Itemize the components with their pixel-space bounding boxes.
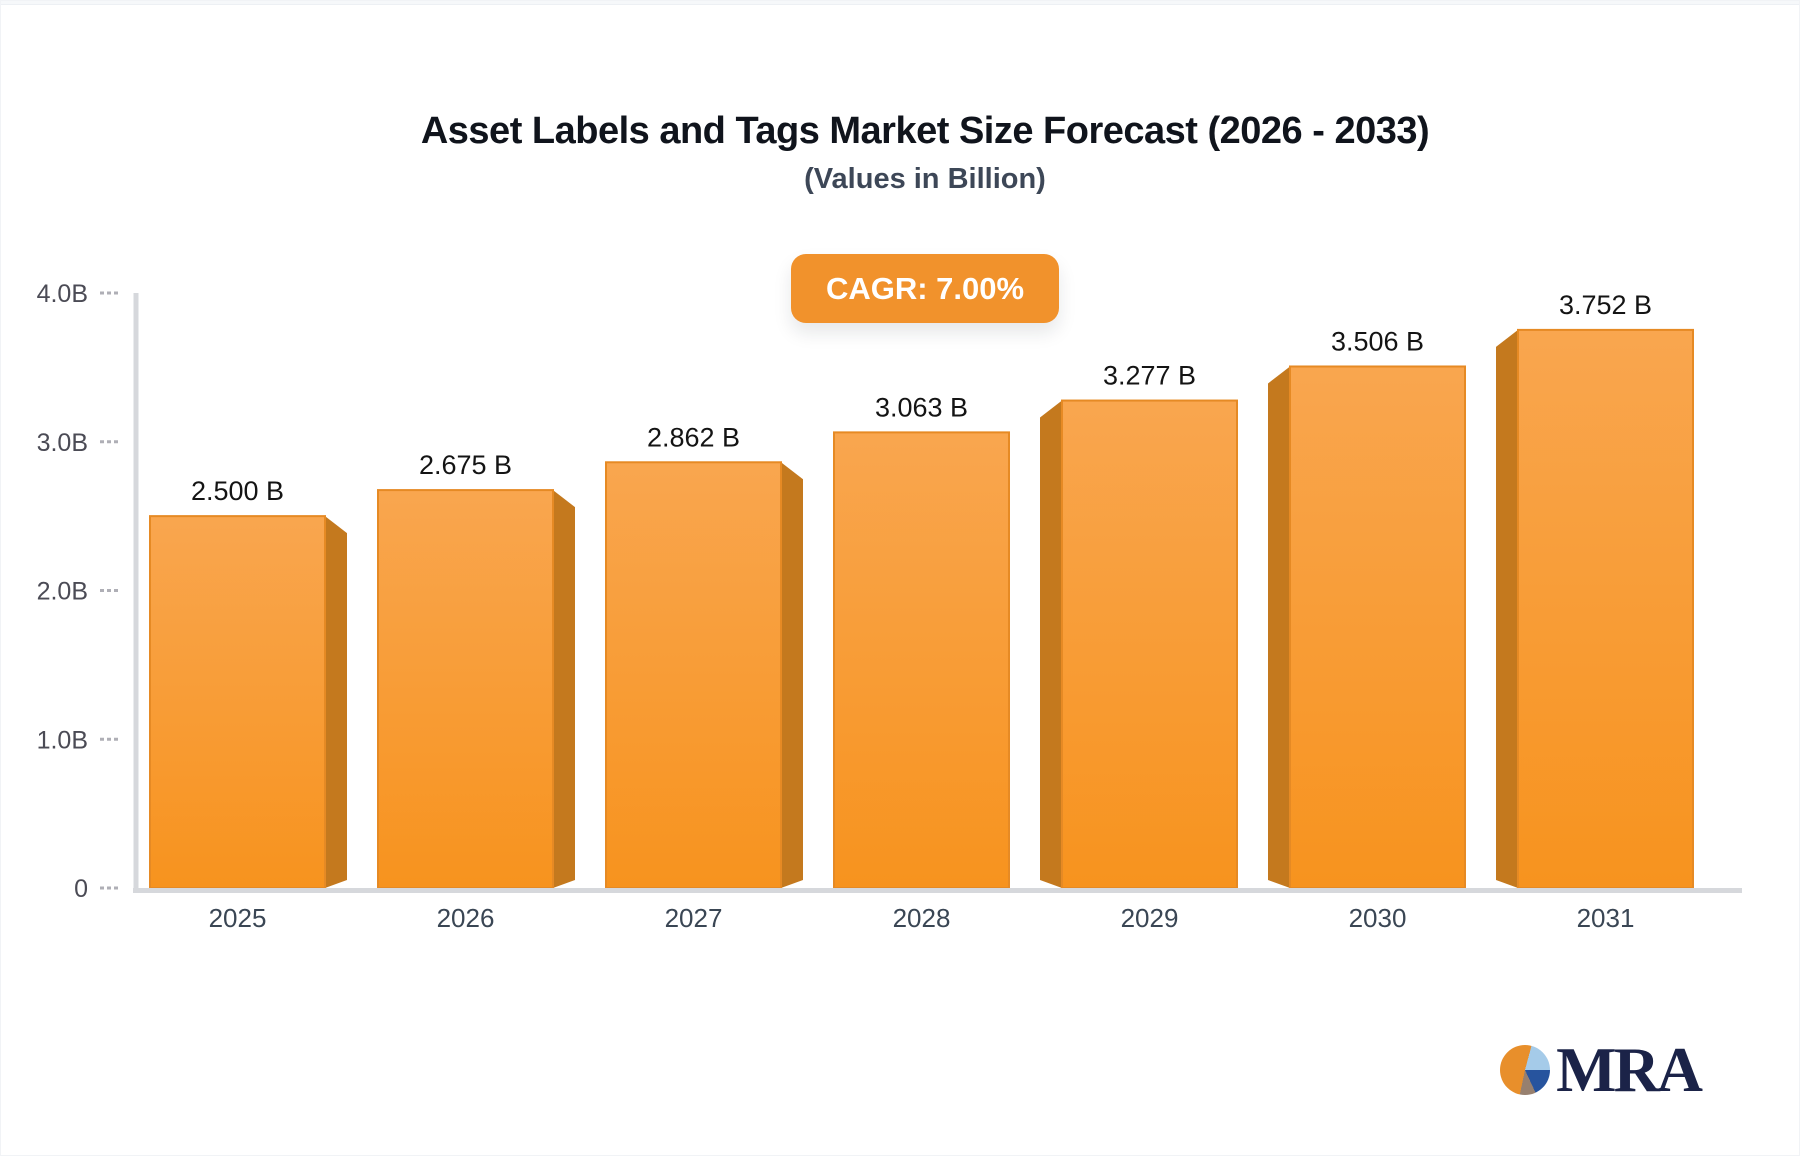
bar-front — [1517, 328, 1694, 889]
y-tick-label: 1.0B — [37, 726, 88, 754]
bar-value-label: 3.506 B — [1331, 326, 1424, 356]
bar-front — [605, 461, 782, 889]
bar-value-label: 2.500 B — [191, 476, 284, 506]
y-tick-label: 3.0B — [37, 429, 88, 457]
pie-chart-logo-icon — [1500, 1045, 1551, 1095]
x-tick-label: 2031 — [1577, 903, 1635, 933]
x-tick-label: 2028 — [893, 903, 951, 933]
page-title: Asset Labels and Tags Market Size Foreca… — [420, 110, 1430, 152]
x-tick-label: 2025 — [209, 903, 267, 933]
bar-front — [1061, 399, 1238, 889]
x-tick-label: 2026 — [437, 903, 495, 933]
y-tick-label: 2.0B — [37, 578, 88, 606]
bar-side — [781, 462, 803, 888]
brand-logo-text: MRA — [1556, 1034, 1703, 1105]
bar-side — [1268, 366, 1290, 888]
bar-front — [1289, 365, 1466, 890]
bar-front — [377, 489, 554, 889]
x-tick-label: 2030 — [1349, 903, 1407, 933]
brand-logo: MRA — [1500, 1034, 1703, 1105]
bar-front — [149, 515, 326, 889]
bar-front — [833, 431, 1010, 889]
bar-value-label: 2.862 B — [647, 422, 740, 452]
cagr-badge: CAGR: 7.00% — [790, 254, 1060, 323]
bar-value-label: 2.675 B — [419, 450, 512, 480]
bar-side — [553, 490, 575, 888]
bar-value-label: 3.752 B — [1559, 290, 1652, 320]
bar-side — [1496, 329, 1518, 888]
bar-value-label: 3.063 B — [875, 392, 968, 422]
chart-subtitle: (Values in Billion) — [804, 163, 1046, 195]
y-tick-label: 4.0B — [37, 280, 88, 308]
bar-side — [1040, 400, 1062, 888]
x-tick-label: 2029 — [1121, 903, 1179, 933]
x-tick-label: 2027 — [665, 903, 723, 933]
bar-value-label: 3.277 B — [1103, 361, 1196, 391]
page-top-edge — [0, 0, 1800, 5]
cagr-badge-row: CAGR: 7.00% — [50, 254, 1800, 323]
y-tick-label: 0 — [74, 875, 88, 903]
bar-side — [325, 516, 347, 888]
